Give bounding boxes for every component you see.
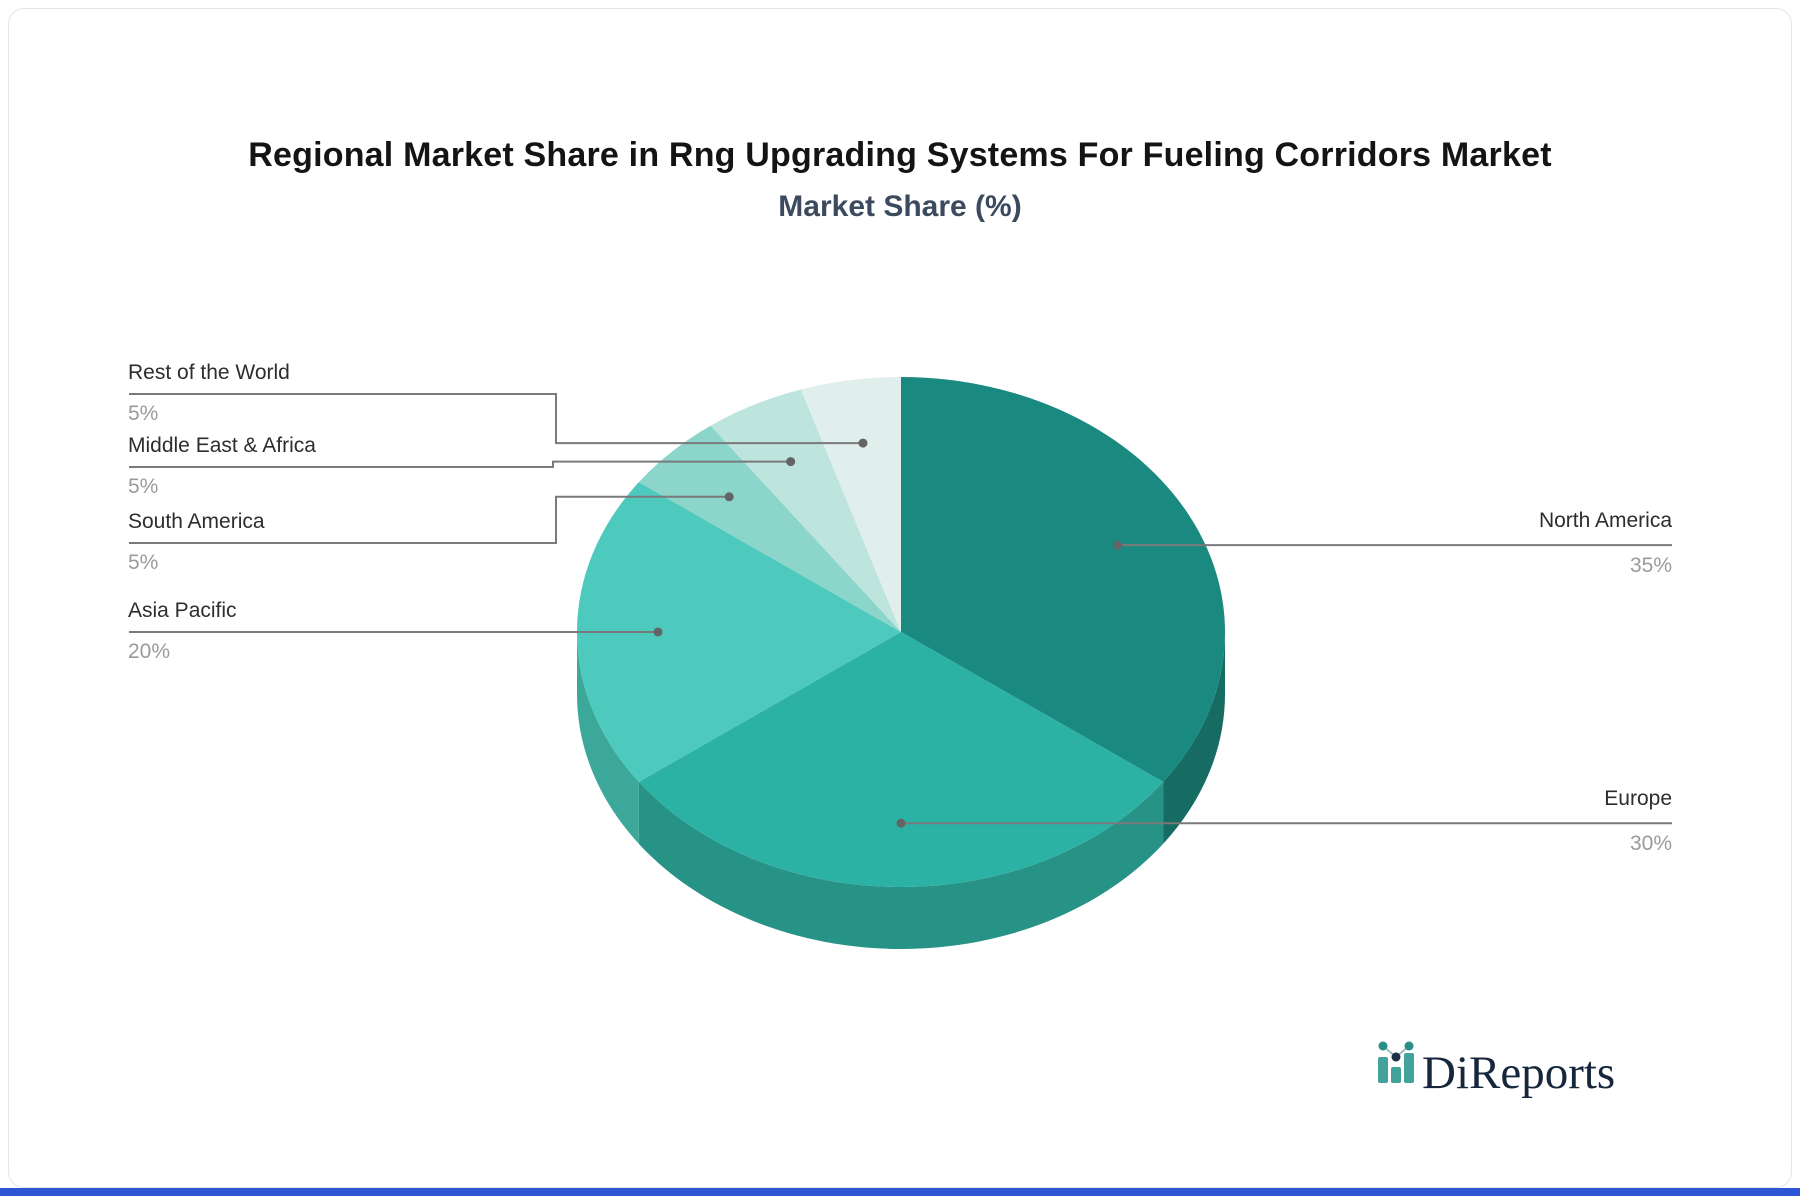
pie-side-0 <box>1163 632 1225 844</box>
label-europe: Europe <box>1604 787 1672 810</box>
leader-dot-4 <box>786 457 796 467</box>
direports-logo-icon <box>1378 1041 1414 1083</box>
direports-logo-text: DiReports <box>1422 1047 1616 1099</box>
pie-slice-north-america[interactable] <box>901 377 1226 782</box>
label-north-america: North America <box>1538 509 1672 532</box>
label-south-america: South America <box>128 510 265 533</box>
value-rest-of-the-world: 5% <box>128 402 159 425</box>
pie-slice-south-america[interactable] <box>638 425 901 632</box>
accent-bottom-bar <box>0 1188 1800 1196</box>
value-south-america: 5% <box>128 551 159 574</box>
pie-side-1 <box>638 781 1164 950</box>
leader-dot-0 <box>1113 540 1123 550</box>
label-rest-of-the-world: Rest of the World <box>128 361 290 384</box>
chart-subtitle: Market Share (%) <box>778 190 1022 223</box>
value-middle-east-africa: 5% <box>128 475 159 498</box>
pie-slice-middle-east-africa[interactable] <box>710 389 901 632</box>
label-asia-pacific: Asia Pacific <box>128 599 237 622</box>
leader-line-3 <box>129 495 730 544</box>
pie-slice-asia-pacific[interactable] <box>577 482 901 782</box>
chart-title: Regional Market Share in Rng Upgrading S… <box>248 136 1552 174</box>
leader-line-4 <box>129 460 791 468</box>
label-middle-east-africa: Middle East & Africa <box>128 434 316 457</box>
direports-logo: DiReports <box>1372 1032 1652 1112</box>
value-europe: 30% <box>1629 832 1672 855</box>
value-asia-pacific: 20% <box>128 640 171 663</box>
pie-slice-rest-of-the-world[interactable] <box>800 377 901 632</box>
leader-dot-5 <box>858 438 868 448</box>
leader-dot-2 <box>653 627 663 637</box>
pie-side-2 <box>577 632 639 844</box>
value-north-america: 35% <box>1629 554 1672 577</box>
leader-dot-1 <box>896 818 906 828</box>
leader-line-5 <box>129 393 863 445</box>
leader-dot-3 <box>724 492 734 502</box>
